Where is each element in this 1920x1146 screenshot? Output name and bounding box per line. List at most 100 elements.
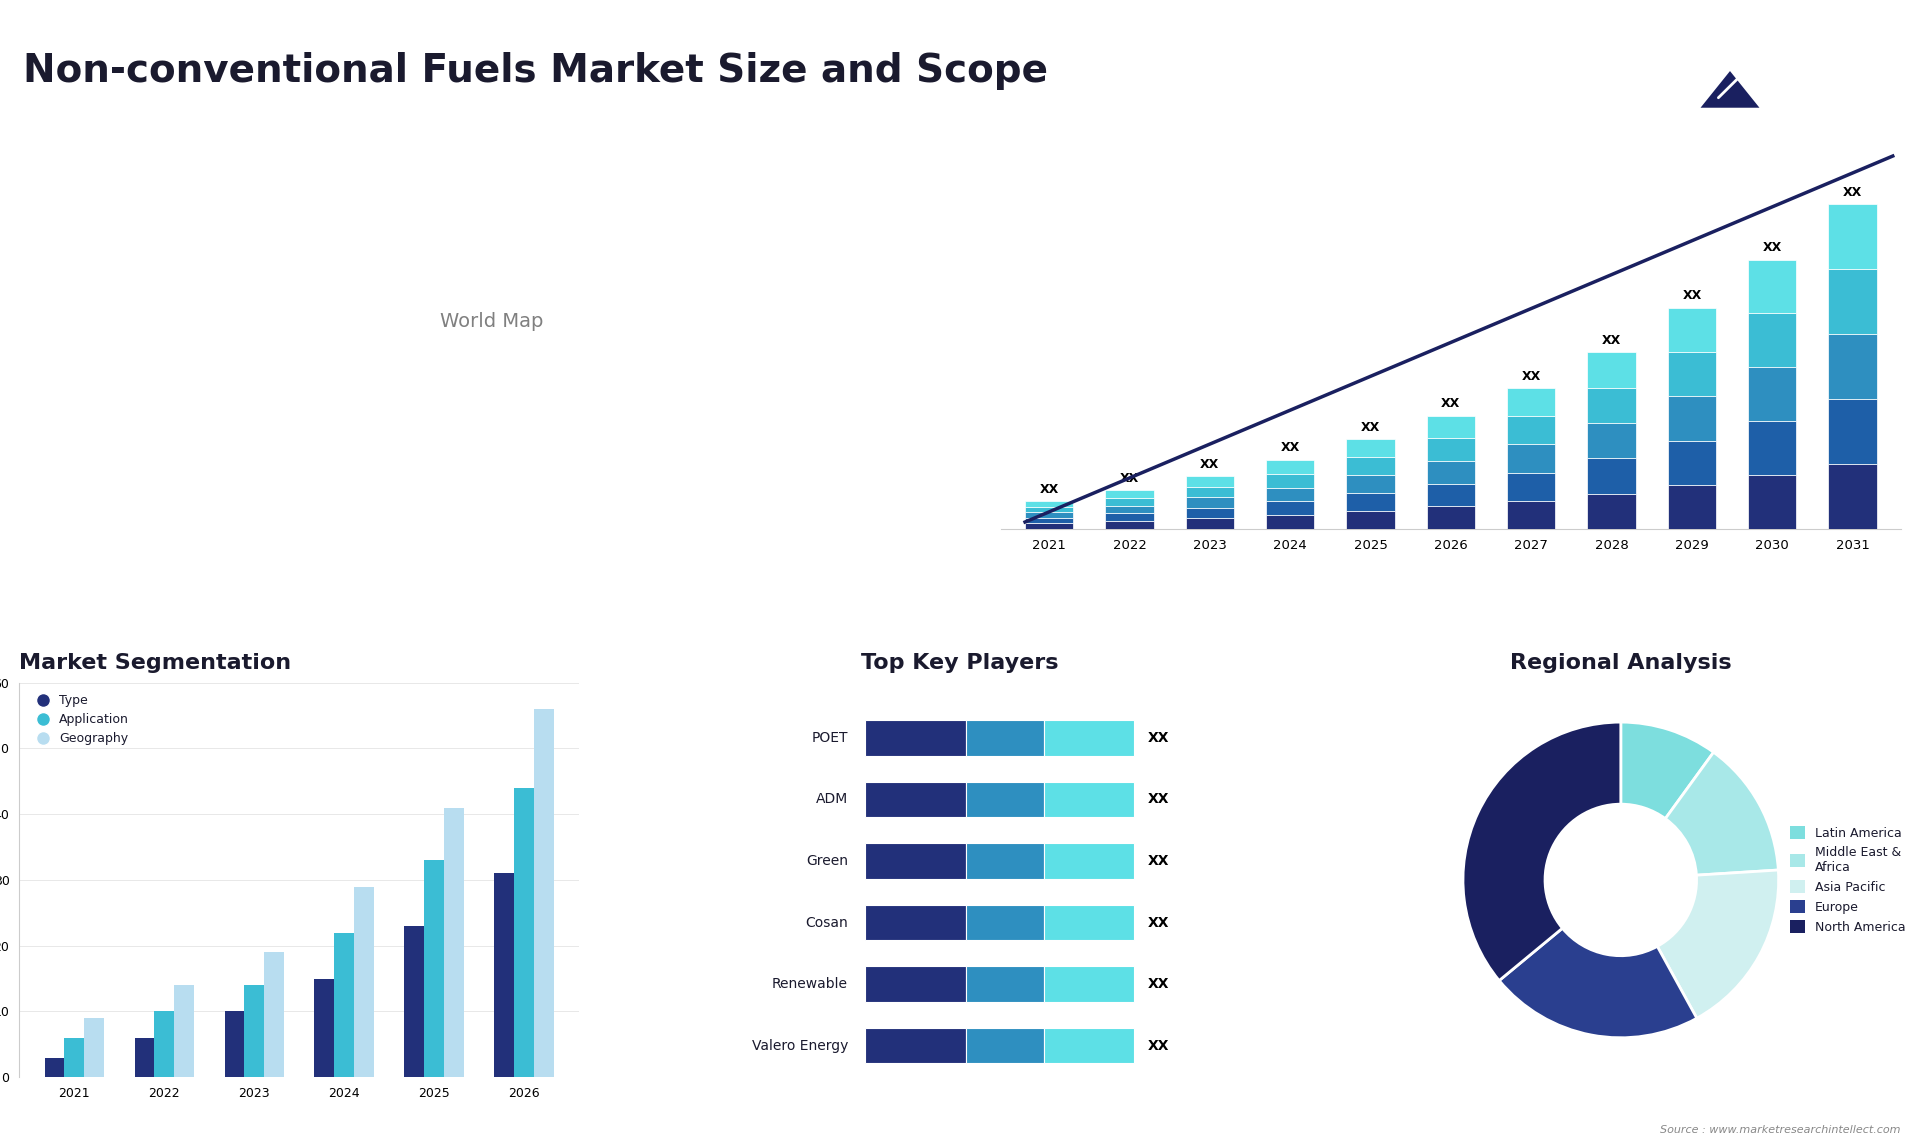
Bar bbox=[84, 1018, 104, 1077]
Text: XX: XX bbox=[1843, 186, 1862, 199]
Bar bbox=[175, 986, 194, 1077]
Bar bbox=[1507, 445, 1555, 472]
Bar bbox=[1828, 204, 1876, 269]
Wedge shape bbox=[1657, 870, 1778, 1019]
Text: Green: Green bbox=[806, 854, 849, 868]
Bar bbox=[1187, 508, 1235, 518]
Bar bbox=[493, 873, 515, 1077]
Bar bbox=[1346, 493, 1394, 511]
Bar bbox=[1668, 485, 1716, 529]
Bar bbox=[1828, 464, 1876, 529]
Text: MARKET: MARKET bbox=[1809, 55, 1851, 64]
Text: XX: XX bbox=[1119, 472, 1139, 485]
FancyBboxPatch shape bbox=[966, 720, 1044, 755]
FancyBboxPatch shape bbox=[1044, 966, 1133, 1002]
Bar bbox=[1828, 335, 1876, 399]
Text: XX: XX bbox=[1200, 458, 1219, 471]
Bar bbox=[1106, 490, 1154, 499]
Text: XX: XX bbox=[1148, 1038, 1169, 1053]
Text: XX: XX bbox=[1039, 482, 1058, 496]
Bar bbox=[1427, 484, 1475, 507]
Bar bbox=[1025, 507, 1073, 512]
Text: XX: XX bbox=[1763, 241, 1782, 254]
Bar bbox=[424, 861, 444, 1077]
Bar bbox=[1668, 440, 1716, 485]
Title: Top Key Players: Top Key Players bbox=[862, 653, 1058, 673]
FancyBboxPatch shape bbox=[864, 905, 966, 941]
Bar bbox=[1346, 511, 1394, 529]
Bar bbox=[1346, 439, 1394, 457]
Bar bbox=[1588, 387, 1636, 423]
Text: XX: XX bbox=[1682, 290, 1701, 303]
Bar bbox=[244, 986, 265, 1077]
Text: RESEARCH: RESEARCH bbox=[1803, 78, 1857, 87]
Bar bbox=[1747, 476, 1797, 529]
Bar bbox=[1265, 501, 1315, 515]
Legend: Type, Application, Geography: Type, Application, Geography bbox=[25, 689, 134, 751]
Text: Valero Energy: Valero Energy bbox=[751, 1038, 849, 1053]
Text: POET: POET bbox=[812, 731, 849, 745]
Bar bbox=[1427, 507, 1475, 529]
Bar bbox=[334, 933, 353, 1077]
Text: XX: XX bbox=[1148, 978, 1169, 991]
Bar bbox=[1025, 501, 1073, 507]
Bar bbox=[1507, 472, 1555, 501]
FancyBboxPatch shape bbox=[864, 843, 966, 879]
Bar bbox=[65, 1038, 84, 1077]
Bar bbox=[1507, 501, 1555, 529]
Bar bbox=[1265, 487, 1315, 501]
Bar bbox=[1747, 422, 1797, 476]
Bar bbox=[1346, 476, 1394, 493]
Text: XX: XX bbox=[1521, 369, 1542, 383]
Text: Source : www.marketresearchintellect.com: Source : www.marketresearchintellect.com bbox=[1661, 1124, 1901, 1135]
Bar bbox=[1507, 416, 1555, 445]
Text: XX: XX bbox=[1601, 333, 1620, 346]
FancyBboxPatch shape bbox=[966, 1028, 1044, 1063]
Bar bbox=[444, 808, 465, 1077]
FancyBboxPatch shape bbox=[1044, 843, 1133, 879]
FancyBboxPatch shape bbox=[864, 782, 966, 817]
Text: Renewable: Renewable bbox=[772, 978, 849, 991]
Bar bbox=[1588, 494, 1636, 529]
Text: XX: XX bbox=[1148, 792, 1169, 807]
Bar bbox=[1828, 399, 1876, 464]
FancyBboxPatch shape bbox=[1044, 720, 1133, 755]
Bar bbox=[1106, 499, 1154, 505]
Bar bbox=[1187, 487, 1235, 497]
Legend: Latin America, Middle East &
Africa, Asia Pacific, Europe, North America: Latin America, Middle East & Africa, Asi… bbox=[1786, 822, 1910, 939]
Text: XX: XX bbox=[1148, 916, 1169, 929]
Bar bbox=[1747, 260, 1797, 314]
Text: XX: XX bbox=[1361, 421, 1380, 433]
Text: World Map: World Map bbox=[440, 312, 543, 331]
Wedge shape bbox=[1620, 722, 1713, 818]
Bar bbox=[1106, 521, 1154, 529]
Bar bbox=[353, 887, 374, 1077]
Bar bbox=[134, 1038, 154, 1077]
Bar bbox=[44, 1058, 65, 1077]
FancyBboxPatch shape bbox=[1044, 905, 1133, 941]
Bar bbox=[315, 979, 334, 1077]
Bar bbox=[1025, 518, 1073, 524]
FancyBboxPatch shape bbox=[864, 720, 966, 755]
Bar bbox=[1106, 505, 1154, 513]
Text: Non-conventional Fuels Market Size and Scope: Non-conventional Fuels Market Size and S… bbox=[23, 52, 1048, 89]
Bar bbox=[265, 952, 284, 1077]
Polygon shape bbox=[1701, 71, 1759, 108]
FancyBboxPatch shape bbox=[966, 966, 1044, 1002]
Bar bbox=[1025, 512, 1073, 518]
FancyBboxPatch shape bbox=[1044, 1028, 1133, 1063]
Text: XX: XX bbox=[1281, 441, 1300, 454]
Text: Cosan: Cosan bbox=[804, 916, 849, 929]
FancyBboxPatch shape bbox=[1044, 782, 1133, 817]
Bar bbox=[1507, 388, 1555, 416]
Bar bbox=[1106, 513, 1154, 521]
Bar bbox=[1588, 423, 1636, 458]
Bar bbox=[1265, 460, 1315, 473]
FancyBboxPatch shape bbox=[864, 1028, 966, 1063]
Text: XX: XX bbox=[1442, 398, 1461, 410]
Bar bbox=[225, 1012, 244, 1077]
Bar bbox=[1828, 269, 1876, 335]
Bar bbox=[1187, 518, 1235, 529]
Text: INTELLECT: INTELLECT bbox=[1803, 101, 1857, 110]
Wedge shape bbox=[1665, 752, 1778, 876]
